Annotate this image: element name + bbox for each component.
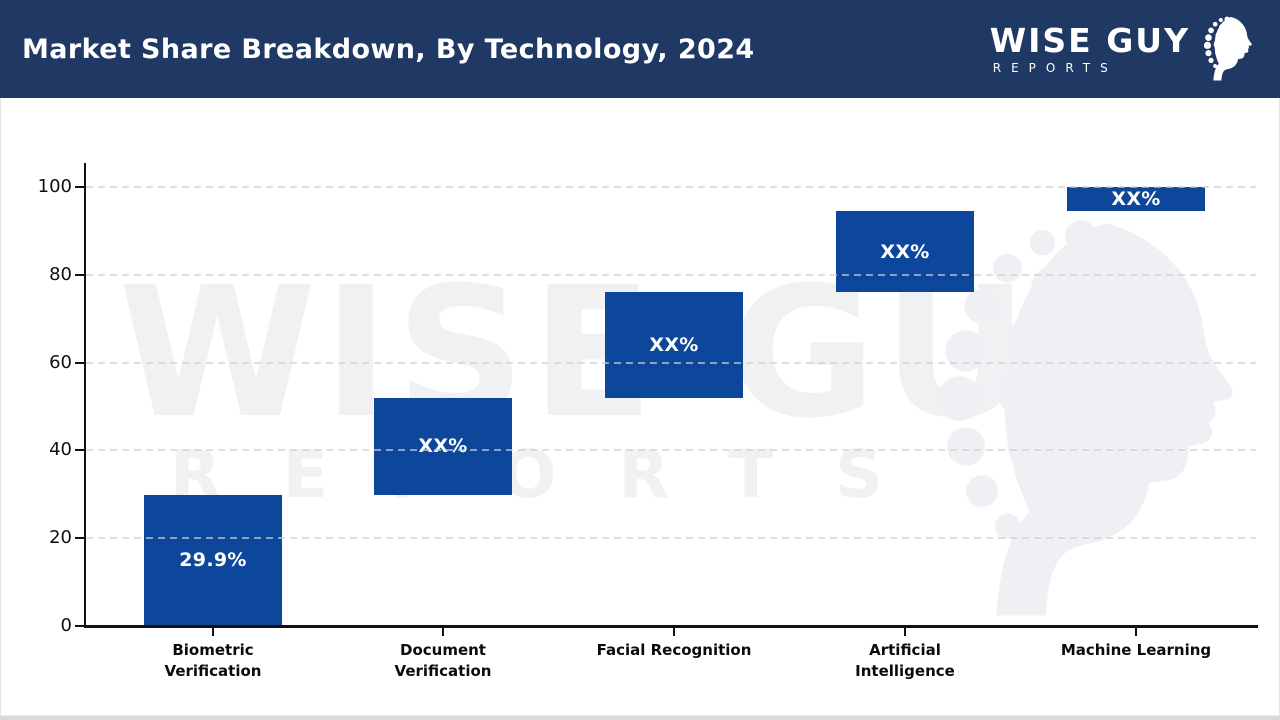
x-tick-1 — [212, 627, 214, 636]
y-tick-60 — [75, 361, 84, 364]
y-tick-80 — [75, 273, 84, 276]
y-tick-label-80: 80 — [49, 263, 72, 285]
y-axis-line — [84, 163, 86, 628]
waterfall-bar-1: 29.9% — [144, 494, 282, 626]
x-tick-2 — [442, 627, 444, 636]
bottom-strip — [0, 715, 1280, 720]
y-tick-label-100: 100 — [37, 176, 72, 197]
header-bar: Market Share Breakdown, By Technology, 2… — [0, 0, 1280, 98]
wiseguy-logo: WISE GUY REPORTS — [990, 11, 1256, 87]
logo-reports-label: REPORTS — [992, 60, 1118, 75]
left-edge-border — [0, 98, 1, 716]
x-category-label-1: Biometric Verification — [164, 641, 262, 680]
gridline-80 — [86, 273, 1256, 276]
y-tick-0 — [75, 625, 84, 627]
bar-value-label: 29.9% — [179, 549, 247, 572]
gridline-60 — [86, 361, 1256, 364]
waterfall-bar-3: XX% — [605, 292, 743, 398]
bar-value-label: XX% — [418, 435, 468, 458]
gridline-100 — [86, 186, 1256, 188]
bar-value-label: XX% — [1111, 187, 1161, 210]
watermark-reports-text: REPORTS — [170, 436, 945, 513]
x-tick-4 — [904, 627, 906, 636]
y-tick-label-60: 60 — [49, 351, 72, 373]
gridline-20 — [86, 537, 1256, 540]
x-category-label-2: Document Verification — [394, 641, 492, 680]
y-tick-label-0: 0 — [60, 615, 72, 636]
x-category-label-3: Facial Recognition — [596, 641, 752, 659]
bar-value-label: XX% — [880, 240, 930, 263]
y-tick-20 — [75, 537, 84, 540]
y-tick-label-40: 40 — [49, 439, 72, 461]
x-tick-5 — [1135, 627, 1137, 636]
bar-value-label: XX% — [649, 334, 699, 357]
x-axis-line — [84, 625, 1258, 628]
page-title: Market Share Breakdown, By Technology, 2… — [22, 33, 755, 65]
y-tick-40 — [75, 449, 84, 452]
y-tick-100 — [75, 186, 84, 188]
x-category-label-4: Artificial Intelligence — [855, 641, 955, 680]
waterfall-bar-5: XX% — [1067, 187, 1205, 211]
wiseguy-logo-text: WISE GUY REPORTS — [990, 24, 1190, 75]
waterfall-bar-2: XX% — [374, 397, 512, 495]
y-tick-label-20: 20 — [49, 527, 72, 549]
x-tick-3 — [673, 627, 675, 636]
gridline-40 — [86, 449, 1256, 452]
waterfall-bar-4: XX% — [836, 210, 974, 293]
x-category-label-5: Machine Learning — [1060, 641, 1212, 659]
wiseguy-face-icon — [1194, 11, 1256, 87]
logo-wiseguy-label: WISE GUY — [989, 20, 1190, 60]
